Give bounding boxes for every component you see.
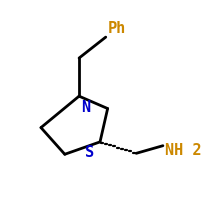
Text: N: N [81, 100, 90, 114]
Text: Ph: Ph [107, 21, 125, 36]
Text: S: S [84, 144, 94, 159]
Text: NH 2: NH 2 [164, 142, 200, 157]
